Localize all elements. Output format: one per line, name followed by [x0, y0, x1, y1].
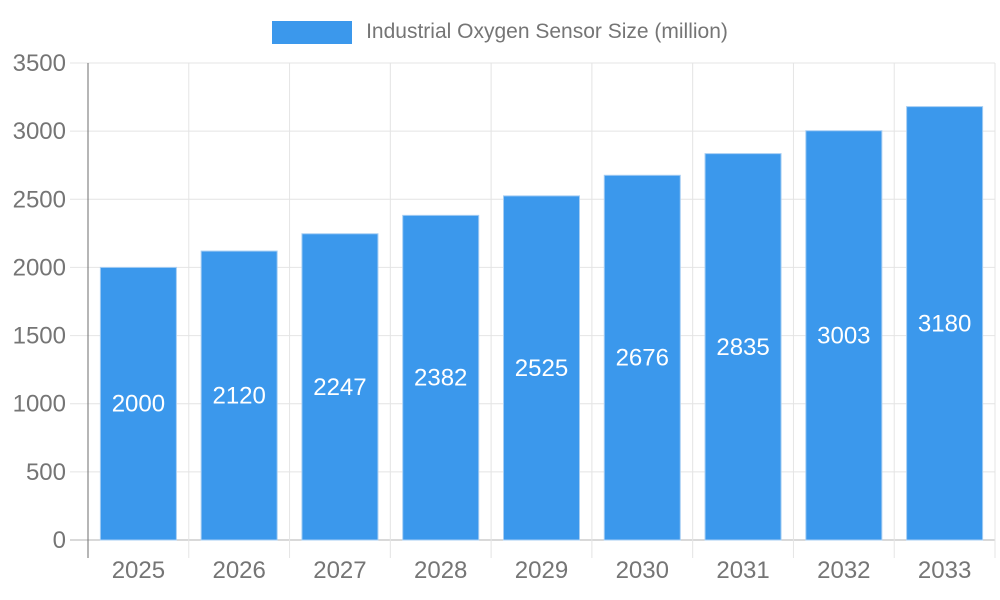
chart-legend: Industrial Oxygen Sensor Size (million) — [0, 20, 1000, 44]
bar-2031[interactable] — [704, 153, 782, 541]
bar-value-label: 2382 — [414, 365, 467, 392]
y-axis-tick-label: 0 — [53, 527, 66, 554]
bar-2029[interactable] — [503, 195, 580, 541]
bar-2025[interactable] — [99, 266, 177, 541]
y-axis-tick-label: 1000 — [13, 391, 66, 418]
y-axis-tick-label: 2500 — [13, 186, 66, 213]
bar-value-label: 2676 — [616, 345, 669, 372]
x-axis-tick-label: 2026 — [212, 557, 265, 584]
bar-2027[interactable] — [301, 233, 379, 541]
y-axis-tick-label: 500 — [26, 459, 66, 486]
y-axis-tick-label: 3000 — [13, 118, 66, 145]
bar-value-label: 2000 — [112, 391, 165, 418]
x-axis-tick-label: 2028 — [414, 557, 467, 584]
bar-value-label: 2120 — [212, 383, 265, 410]
y-axis-tick-label: 1500 — [13, 323, 66, 350]
bar-value-label: 2247 — [313, 374, 366, 401]
x-axis-tick-label: 2030 — [616, 557, 669, 584]
bar-value-label: 2835 — [716, 334, 769, 361]
bar-2028[interactable] — [402, 214, 480, 541]
x-axis-tick-label: 2033 — [918, 557, 971, 584]
x-axis-tick-label: 2031 — [716, 557, 769, 584]
x-axis-tick-label: 2027 — [313, 557, 366, 584]
bar-2032[interactable] — [805, 130, 883, 541]
bar-value-label: 3003 — [817, 322, 870, 349]
x-axis-tick-label: 2029 — [515, 557, 568, 584]
bar-2030[interactable] — [603, 174, 681, 541]
bar-value-label: 3180 — [918, 310, 971, 337]
legend-label: Industrial Oxygen Sensor Size (million) — [366, 20, 728, 43]
x-axis-tick-label: 2025 — [112, 557, 165, 584]
legend-swatch-icon — [272, 20, 353, 44]
bar-2026[interactable] — [200, 250, 278, 541]
bar-2033[interactable] — [906, 106, 984, 541]
y-axis-tick-label: 2000 — [13, 254, 66, 281]
y-axis-tick-label: 3500 — [13, 50, 66, 77]
bar-value-label: 2525 — [515, 355, 568, 382]
x-axis-tick-label: 2032 — [817, 557, 870, 584]
